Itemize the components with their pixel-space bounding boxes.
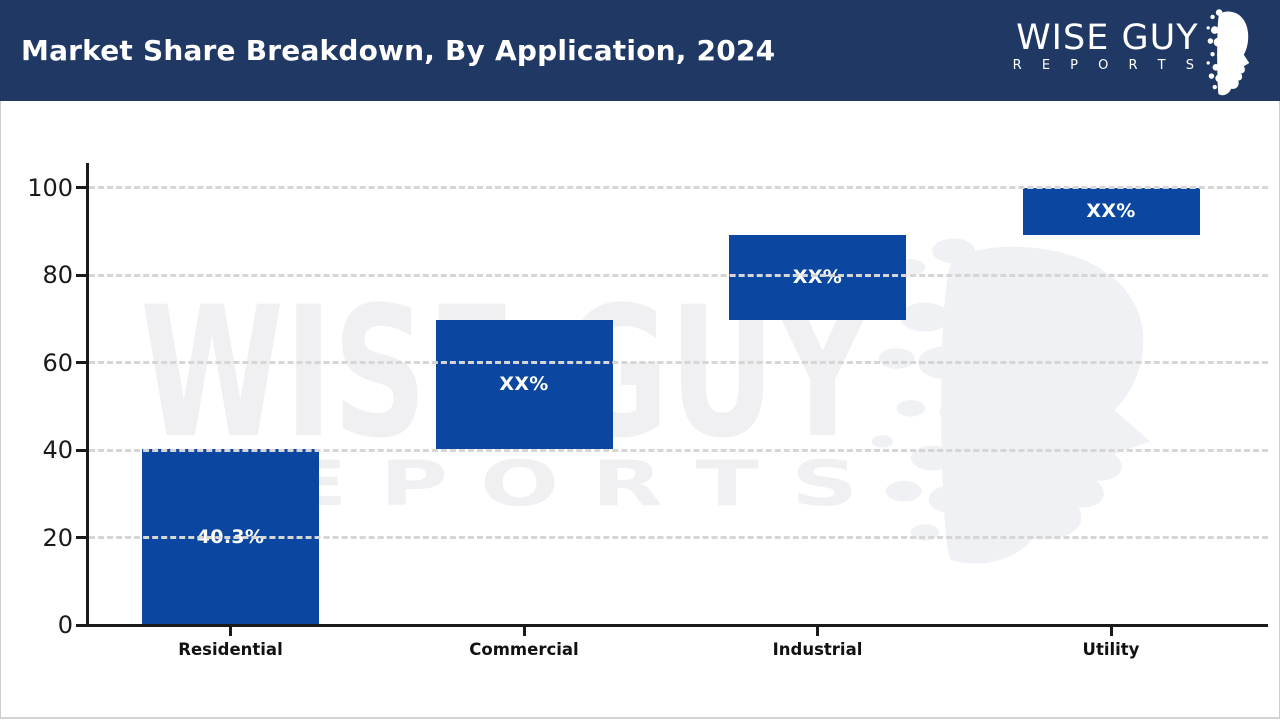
bar-commercial: XX% (435, 319, 613, 449)
y-axis-tick (76, 186, 86, 189)
y-axis-tick (76, 273, 86, 277)
x-axis-tick (522, 627, 526, 636)
logo-wordmark: WISE GUY (1016, 18, 1199, 58)
x-tick-label: Residential (178, 640, 283, 659)
y-tick-label: 0 (57, 611, 73, 639)
x-axis-tick (816, 627, 819, 636)
bar-value-label: XX% (1086, 200, 1136, 223)
y-axis-line (86, 163, 89, 627)
header-bar: Market Share Breakdown, By Application, … (0, 0, 1280, 101)
y-tick-label: 20 (42, 523, 73, 552)
bar-value-label: XX% (499, 373, 549, 396)
gridline (89, 361, 1268, 364)
x-tick-label: Industrial (772, 640, 863, 659)
y-tick-label: 100 (27, 173, 73, 202)
y-tick-label: 60 (42, 348, 73, 377)
logo-subtitle: R E P O R T S (1012, 58, 1202, 73)
x-tick-label: Utility (1082, 640, 1140, 659)
chart-title: Market Share Breakdown, By Application, … (21, 34, 776, 67)
bar-value-label: XX% (792, 266, 843, 289)
y-axis-tick (76, 536, 86, 539)
bar-industrial: XX% (729, 234, 906, 320)
y-axis-tick (76, 361, 86, 364)
wise-guy-logo: WISE GUY R E P O R T S (1012, 0, 1272, 101)
y-tick-label: 80 (42, 261, 73, 289)
x-axis-tick (229, 627, 232, 636)
gridline (89, 448, 1268, 452)
x-axis-line (86, 624, 1268, 627)
y-axis-tick (76, 623, 86, 627)
gridline (89, 273, 1268, 277)
gridline (89, 536, 1268, 539)
logo-text: WISE GUY R E P O R T S (1013, 20, 1202, 73)
logo-head-icon (1206, 9, 1250, 96)
y-tick-label: 40 (42, 436, 73, 464)
x-axis-tick (1109, 627, 1113, 636)
bar-utility: XX% (1022, 187, 1200, 235)
x-tick-label: Commercial (469, 640, 579, 659)
gridline (89, 186, 1268, 189)
y-axis-tick (76, 448, 86, 452)
